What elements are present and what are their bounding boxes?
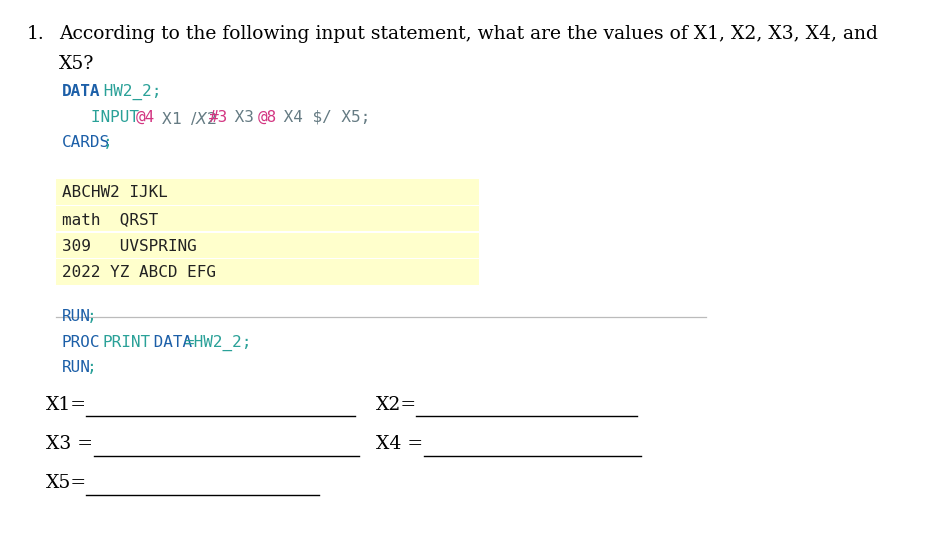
Text: X3: X3	[225, 110, 264, 125]
Text: @4: @4	[135, 110, 155, 125]
FancyBboxPatch shape	[56, 259, 479, 285]
Text: X5=: X5=	[45, 474, 87, 492]
Text: ;: ;	[103, 135, 113, 150]
Text: ;: ;	[86, 309, 96, 324]
Text: X2=: X2=	[376, 396, 416, 414]
Text: CARDS: CARDS	[61, 135, 110, 150]
Text: X4 =: X4 =	[376, 435, 423, 453]
Text: 1.: 1.	[27, 25, 44, 43]
Text: X4 $/ X5;: X4 $/ X5;	[274, 110, 371, 125]
Text: RUN: RUN	[61, 309, 91, 324]
Text: PROC: PROC	[61, 334, 100, 349]
Text: PRINT: PRINT	[103, 334, 150, 349]
Text: #3: #3	[209, 110, 228, 125]
FancyBboxPatch shape	[56, 206, 479, 231]
Text: X3 =: X3 =	[45, 435, 93, 453]
Text: 2022 YZ ABCD EFG: 2022 YZ ABCD EFG	[61, 265, 216, 280]
Text: ABCHW2 IJKL: ABCHW2 IJKL	[61, 185, 167, 200]
Text: X1 $ / X2 $: X1 $ / X2 $	[151, 110, 219, 126]
Text: INPUT: INPUT	[61, 110, 149, 125]
FancyBboxPatch shape	[56, 233, 479, 258]
Text: 309   UVSPRING: 309 UVSPRING	[61, 239, 197, 254]
Text: =HW2_2;: =HW2_2;	[184, 334, 252, 351]
Text: According to the following input statement, what are the values of X1, X2, X3, X: According to the following input stateme…	[60, 25, 878, 43]
Text: X5?: X5?	[60, 55, 95, 73]
Text: @8: @8	[257, 110, 277, 125]
Text: X1=: X1=	[45, 396, 87, 414]
Text: DATA: DATA	[144, 334, 192, 349]
Text: ;: ;	[86, 360, 96, 375]
FancyBboxPatch shape	[56, 180, 479, 205]
Text: RUN: RUN	[61, 360, 91, 375]
Text: math  QRST: math QRST	[61, 212, 158, 227]
Text: HW2_2;: HW2_2;	[95, 84, 162, 100]
Text: DATA: DATA	[61, 84, 100, 99]
